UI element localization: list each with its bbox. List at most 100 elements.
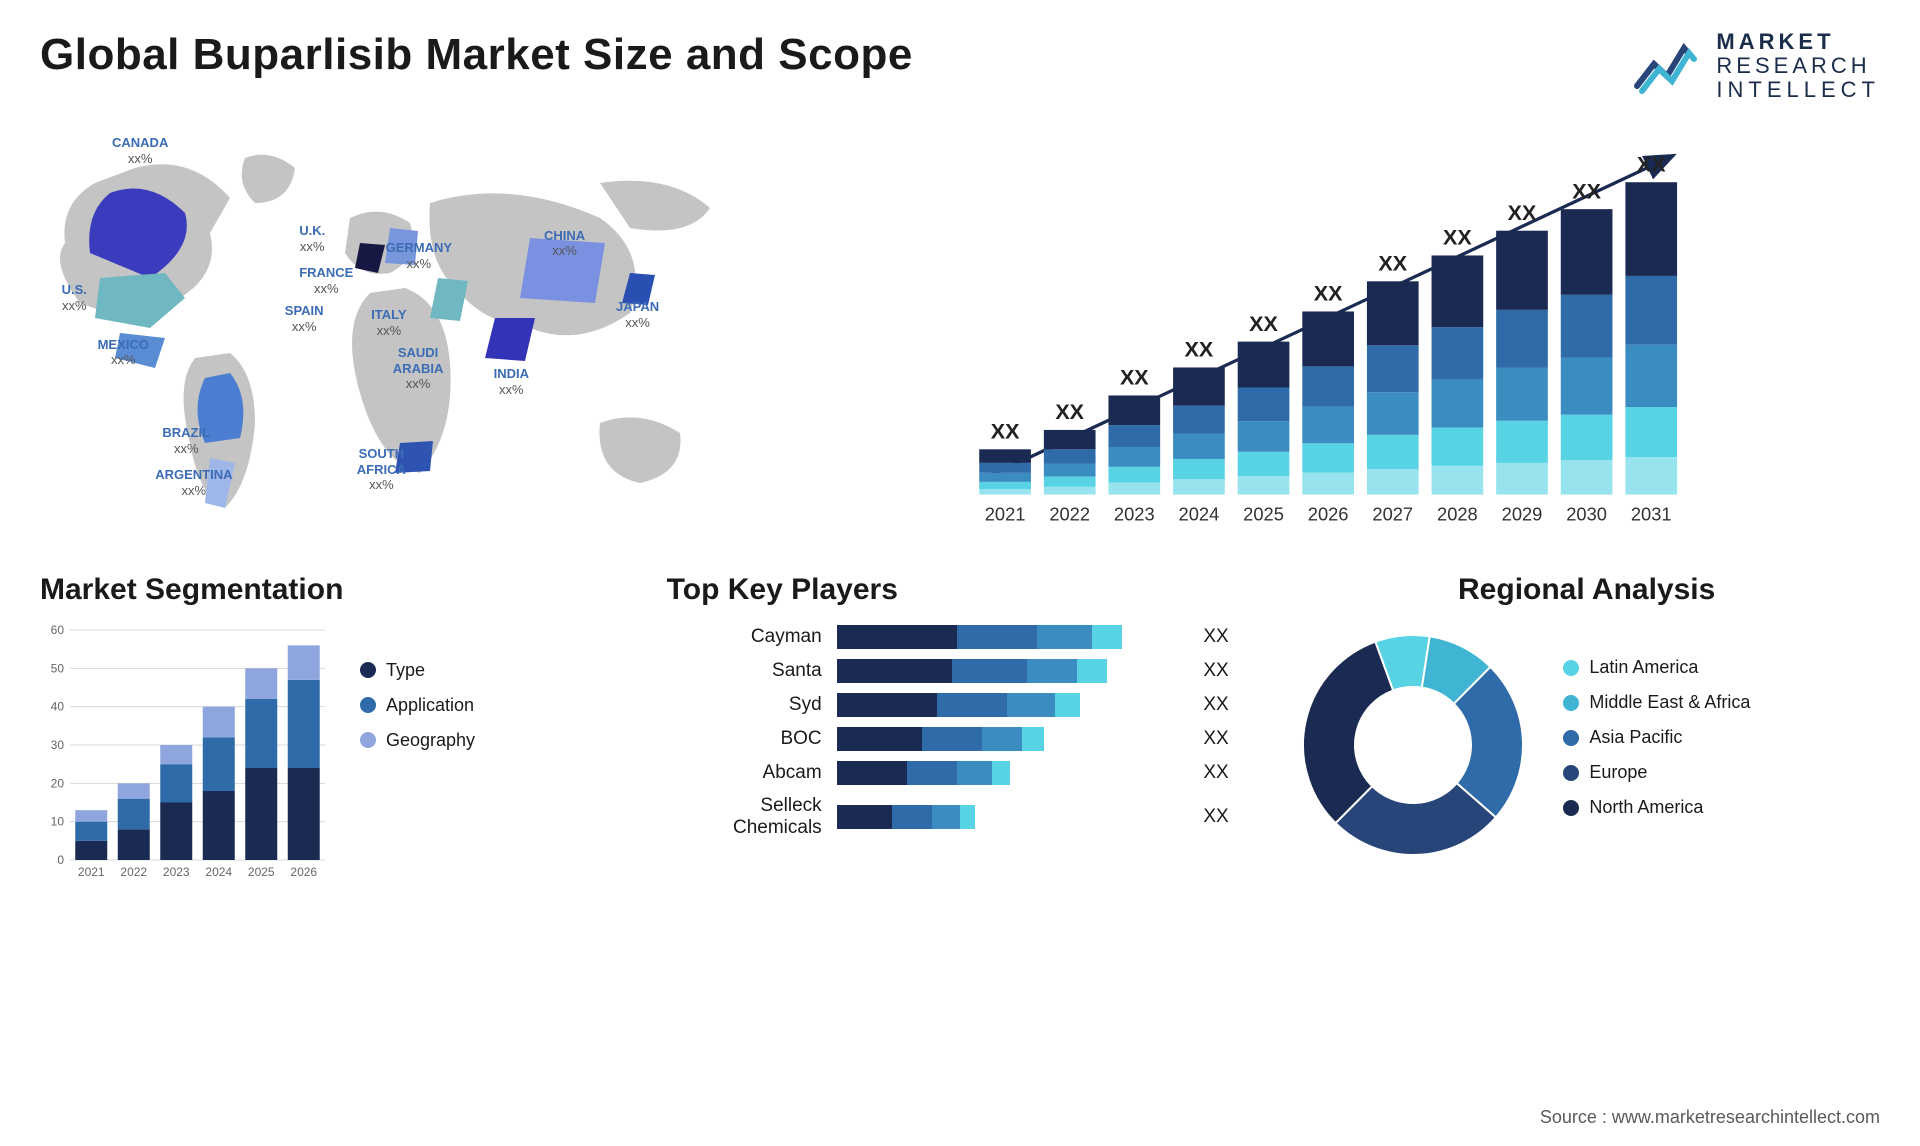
player-bar-segment <box>957 761 992 785</box>
players-title: Top Key Players <box>667 573 1254 607</box>
map-label-france: FRANCExx% <box>299 265 353 296</box>
svg-text:20: 20 <box>51 776 65 790</box>
segmentation-title: Market Segmentation <box>40 573 627 607</box>
map-label-spain: SPAINxx% <box>285 303 324 334</box>
player-bar <box>837 805 975 829</box>
svg-text:XX: XX <box>1120 365 1149 389</box>
svg-text:2022: 2022 <box>120 865 147 879</box>
player-bar-segment <box>952 659 1027 683</box>
player-bar-segment <box>937 693 1007 717</box>
player-bar-segment <box>837 805 892 829</box>
player-bar-segment <box>837 693 937 717</box>
player-bar-segment <box>957 625 1037 649</box>
svg-text:0: 0 <box>57 853 64 867</box>
growth-bar-chart: XX2021XX2022XX2023XX2024XX2025XX2026XX20… <box>800 123 1880 543</box>
legend-label: North America <box>1589 797 1703 818</box>
map-label-argentina: ARGENTINAxx% <box>155 467 232 498</box>
svg-text:XX: XX <box>1443 225 1472 249</box>
regional-title: Regional Analysis <box>1293 573 1880 607</box>
player-row: AbcamXX <box>667 761 1254 785</box>
player-value: XX <box>1203 762 1253 784</box>
svg-text:XX: XX <box>1508 200 1537 224</box>
svg-text:2025: 2025 <box>248 865 275 879</box>
svg-text:30: 30 <box>51 738 65 752</box>
logo-line3: INTELLECT <box>1716 78 1880 102</box>
svg-text:XX: XX <box>1314 281 1343 305</box>
player-bar-segment <box>922 727 982 751</box>
world-map: CANADAxx%U.S.xx%MEXICOxx%BRAZILxx%ARGENT… <box>40 123 760 543</box>
legend-dot <box>1563 695 1579 711</box>
svg-text:2031: 2031 <box>1631 503 1672 524</box>
players-bar-chart: CaymanXXSantaXXSydXXBOCXXAbcamXXSelleck … <box>667 625 1254 839</box>
player-value: XX <box>1203 806 1253 828</box>
legend-dot <box>1563 765 1579 781</box>
legend-label: Middle East & Africa <box>1589 692 1750 713</box>
player-bar-segment <box>1027 659 1077 683</box>
map-label-china: CHINAxx% <box>544 228 585 259</box>
player-name: Santa <box>667 660 827 682</box>
player-value: XX <box>1203 660 1253 682</box>
map-label-india: INDIAxx% <box>494 366 529 397</box>
logo-line1: MARKET <box>1716 30 1880 54</box>
player-name: BOC <box>667 728 827 750</box>
player-bar-segment <box>837 625 957 649</box>
svg-text:XX: XX <box>1185 337 1214 361</box>
map-label-japan: JAPANxx% <box>616 299 659 330</box>
svg-text:2030: 2030 <box>1566 503 1607 524</box>
players-panel: Top Key Players CaymanXX Santa XX Syd XX BOC X… <box>667 573 1254 885</box>
player-value: XX <box>1203 728 1253 750</box>
player-bar-segment <box>992 761 1010 785</box>
svg-text:XX: XX <box>1378 251 1407 275</box>
segmentation-chart: 0102030405060202120222023202420252026 <box>40 625 330 885</box>
player-bar-segment <box>1022 727 1044 751</box>
player-row: Santa XX <box>667 659 1254 683</box>
svg-text:XX: XX <box>1249 311 1278 335</box>
player-bar-segment <box>1055 693 1080 717</box>
player-value: XX <box>1203 694 1253 716</box>
source-attribution: Source : www.marketresearchintellect.com <box>1540 1107 1880 1128</box>
legend-item: North America <box>1563 797 1750 818</box>
svg-text:2026: 2026 <box>1308 503 1349 524</box>
legend-dot <box>1563 730 1579 746</box>
player-bar <box>837 727 1044 751</box>
legend-dot <box>1563 660 1579 676</box>
svg-text:2022: 2022 <box>1049 503 1090 524</box>
regional-donut <box>1293 625 1533 865</box>
legend-label: Europe <box>1589 762 1647 783</box>
svg-text:2021: 2021 <box>78 865 105 879</box>
player-row: CaymanXX <box>667 625 1254 649</box>
svg-text:10: 10 <box>51 814 65 828</box>
legend-label: Type <box>386 660 425 681</box>
segmentation-legend: TypeApplicationGeography <box>360 625 475 765</box>
map-label-saudi-arabia: SAUDIARABIAxx% <box>393 345 444 392</box>
brand-logo: MARKET RESEARCH INTELLECT <box>1634 30 1880 103</box>
player-bar-segment <box>932 805 960 829</box>
player-bar-segment <box>837 761 907 785</box>
logo-line2: RESEARCH <box>1716 54 1880 78</box>
legend-label: Asia Pacific <box>1589 727 1682 748</box>
legend-item: Europe <box>1563 762 1750 783</box>
svg-text:60: 60 <box>51 625 65 637</box>
svg-text:2029: 2029 <box>1502 503 1543 524</box>
legend-item: Asia Pacific <box>1563 727 1750 748</box>
map-label-u-k-: U.K.xx% <box>299 223 325 254</box>
player-bar-segment <box>907 761 957 785</box>
svg-text:2023: 2023 <box>163 865 190 879</box>
legend-dot <box>360 697 376 713</box>
player-row: Selleck ChemicalsXX <box>667 795 1254 839</box>
legend-label: Geography <box>386 730 475 751</box>
legend-dot <box>360 732 376 748</box>
player-bar-segment <box>1037 625 1092 649</box>
player-bar-segment <box>837 659 952 683</box>
legend-item: Type <box>360 660 475 681</box>
player-name: Syd <box>667 694 827 716</box>
player-bar-segment <box>1077 659 1107 683</box>
player-bar <box>837 693 1080 717</box>
svg-text:XX: XX <box>1637 152 1666 176</box>
player-row: BOC XX <box>667 727 1254 751</box>
player-bar-segment <box>837 727 922 751</box>
player-bar-segment <box>982 727 1022 751</box>
map-label-mexico: MEXICOxx% <box>98 337 149 368</box>
player-bar-segment <box>892 805 932 829</box>
svg-text:2024: 2024 <box>205 865 232 879</box>
